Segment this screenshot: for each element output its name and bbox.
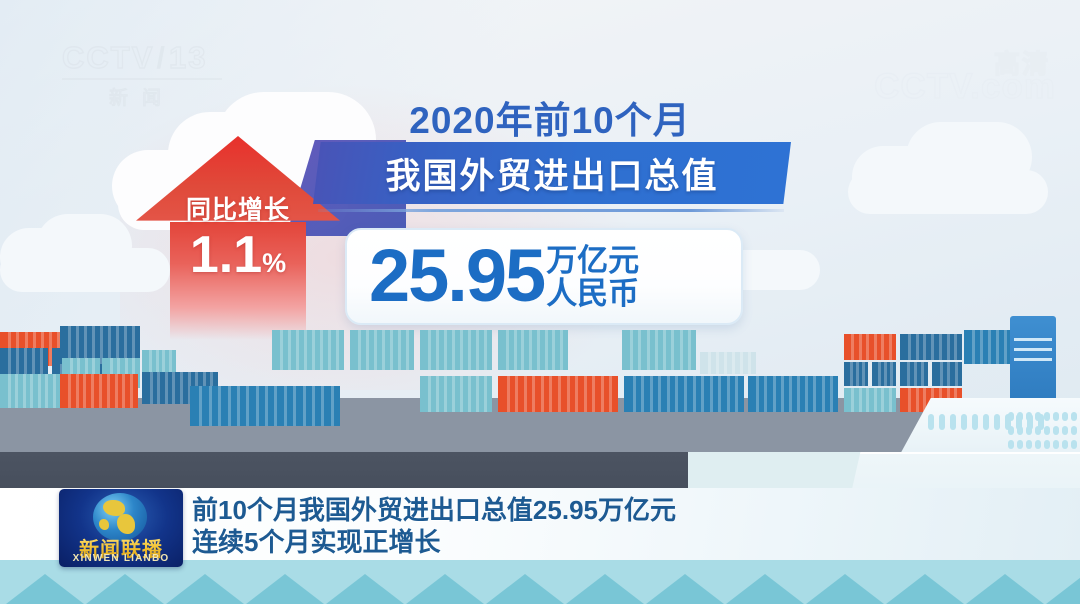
globe-icon bbox=[93, 493, 147, 541]
shipping-container bbox=[900, 334, 962, 360]
deck-window bbox=[1053, 440, 1059, 449]
percent-symbol: % bbox=[262, 248, 287, 278]
growth-arrow: 同比增长 1.1% bbox=[136, 136, 340, 340]
shipping-container bbox=[748, 376, 838, 412]
shipping-container bbox=[498, 376, 618, 412]
headline-banner: 我国外贸进出口总值 bbox=[313, 142, 791, 204]
unit-line-2: 人民币 bbox=[546, 275, 640, 311]
growth-text-group: 同比增长 1.1% bbox=[136, 196, 340, 284]
shipping-container bbox=[60, 374, 138, 408]
deck-window bbox=[939, 414, 945, 430]
deck-window bbox=[950, 414, 956, 430]
deck-window bbox=[1026, 440, 1032, 449]
shipping-container bbox=[190, 386, 340, 426]
deck-window bbox=[994, 414, 1000, 430]
unit-stack: 万亿元 人民币 bbox=[546, 243, 640, 311]
deck-window bbox=[1005, 414, 1011, 430]
shipping-container bbox=[900, 362, 928, 386]
shipping-container bbox=[622, 330, 696, 370]
deck-window bbox=[1008, 440, 1014, 449]
total-value: 25.95 bbox=[369, 234, 546, 318]
deck-window bbox=[983, 414, 989, 430]
deck-window bbox=[1062, 440, 1068, 449]
deck-window bbox=[1027, 414, 1033, 430]
news-ticker: 前10个月我国外贸进出口总值25.95万亿元 连续5个月实现正增长 bbox=[192, 494, 912, 558]
headline-banner-text: 我国外贸进出口总值 bbox=[385, 156, 719, 196]
deck-window bbox=[1044, 426, 1050, 435]
shipping-container bbox=[700, 352, 756, 374]
deck-window bbox=[1008, 412, 1014, 421]
shipping-container bbox=[932, 362, 962, 386]
value-card: 25.95 万亿元 人民币 bbox=[345, 228, 743, 325]
shipping-container bbox=[624, 376, 744, 412]
ticker-line-1: 前10个月我国外贸进出口总值25.95万亿元 bbox=[192, 495, 676, 525]
shipping-container bbox=[0, 374, 60, 408]
growth-value: 1.1 bbox=[189, 226, 263, 284]
unit-line-1: 万亿元 bbox=[546, 243, 640, 279]
deck-window bbox=[928, 414, 934, 430]
shipping-container bbox=[844, 362, 868, 386]
arrow-stem bbox=[170, 222, 306, 340]
deck-window bbox=[1071, 426, 1077, 435]
logo-cn-label: 新闻联播 bbox=[59, 533, 183, 562]
deck-window bbox=[1071, 412, 1077, 421]
deck-window bbox=[1062, 426, 1068, 435]
deck-window bbox=[1038, 414, 1044, 430]
deck-window bbox=[1026, 426, 1032, 435]
deck-window bbox=[1016, 414, 1022, 430]
deck-window bbox=[1062, 412, 1068, 421]
shipping-container bbox=[272, 330, 344, 370]
deck-window bbox=[1017, 426, 1023, 435]
shipping-container bbox=[498, 330, 568, 370]
deck-window bbox=[1053, 426, 1059, 435]
shipping-container bbox=[420, 330, 492, 370]
logo-en-label: XINWEN LIANBO bbox=[72, 553, 170, 564]
deck-window bbox=[1071, 440, 1077, 449]
shipping-container bbox=[964, 330, 1012, 364]
growth-label: 同比增长 bbox=[185, 196, 290, 224]
ship-tower bbox=[1010, 316, 1056, 402]
deck-window bbox=[972, 414, 978, 430]
deck-window bbox=[1044, 412, 1050, 421]
shipping-container bbox=[420, 376, 492, 412]
year-subtitle: 2020年前10个月 bbox=[409, 100, 691, 141]
deck-window bbox=[1035, 426, 1041, 435]
xinwen-lianbo-logo: 新闻联播 XINWEN LIANBO bbox=[59, 489, 183, 567]
deck-window bbox=[961, 414, 967, 430]
deck-window bbox=[1008, 426, 1014, 435]
deck-window bbox=[1044, 440, 1050, 449]
shipping-container bbox=[872, 362, 896, 386]
shipping-container bbox=[844, 334, 896, 360]
deck-window bbox=[1035, 440, 1041, 449]
ticker-line-2: 连续5个月实现正增长 bbox=[192, 527, 441, 558]
shipping-container bbox=[60, 326, 140, 364]
deck-window bbox=[1053, 412, 1059, 421]
shipping-container bbox=[844, 388, 896, 412]
shipping-container bbox=[350, 330, 414, 370]
banner-underline bbox=[318, 209, 784, 212]
deck-window bbox=[1017, 440, 1023, 449]
